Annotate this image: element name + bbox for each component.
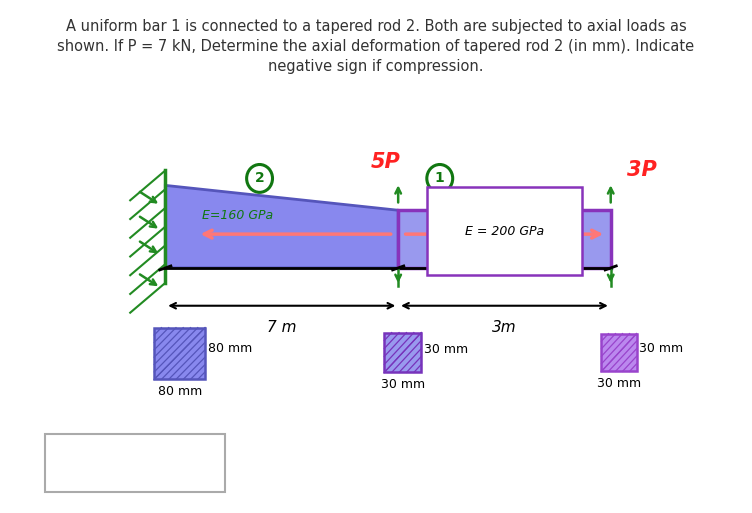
Text: 3P: 3P [627,161,657,181]
Bar [384,332,421,372]
Text: 80 mm: 80 mm [157,385,202,398]
Bar [602,333,637,371]
Text: 2: 2 [255,171,265,185]
Bar [154,328,205,379]
Text: 30 mm: 30 mm [639,342,684,354]
Text: 30 mm: 30 mm [381,378,425,391]
Polygon shape [165,185,398,268]
Bar [398,210,611,268]
Text: E = 200 GPa: E = 200 GPa [465,225,544,238]
Text: 30 mm: 30 mm [424,343,468,356]
Text: 5P: 5P [371,152,400,172]
Text: E=160 GPa: E=160 GPa [202,209,274,222]
Text: 30 mm: 30 mm [597,378,641,390]
Text: shown. If P = 7 kN, Determine the axial deformation of tapered rod 2 (in mm). In: shown. If P = 7 kN, Determine the axial … [57,39,695,54]
Text: 7 m: 7 m [267,320,296,334]
Text: 80 mm: 80 mm [208,342,252,354]
Text: 1: 1 [435,171,444,185]
Bar [45,434,226,492]
Text: negative sign if compression.: negative sign if compression. [268,59,484,74]
Text: 3m: 3m [492,320,517,334]
Text: A uniform bar 1 is connected to a tapered rod 2. Both are subjected to axial loa: A uniform bar 1 is connected to a tapere… [65,19,687,34]
